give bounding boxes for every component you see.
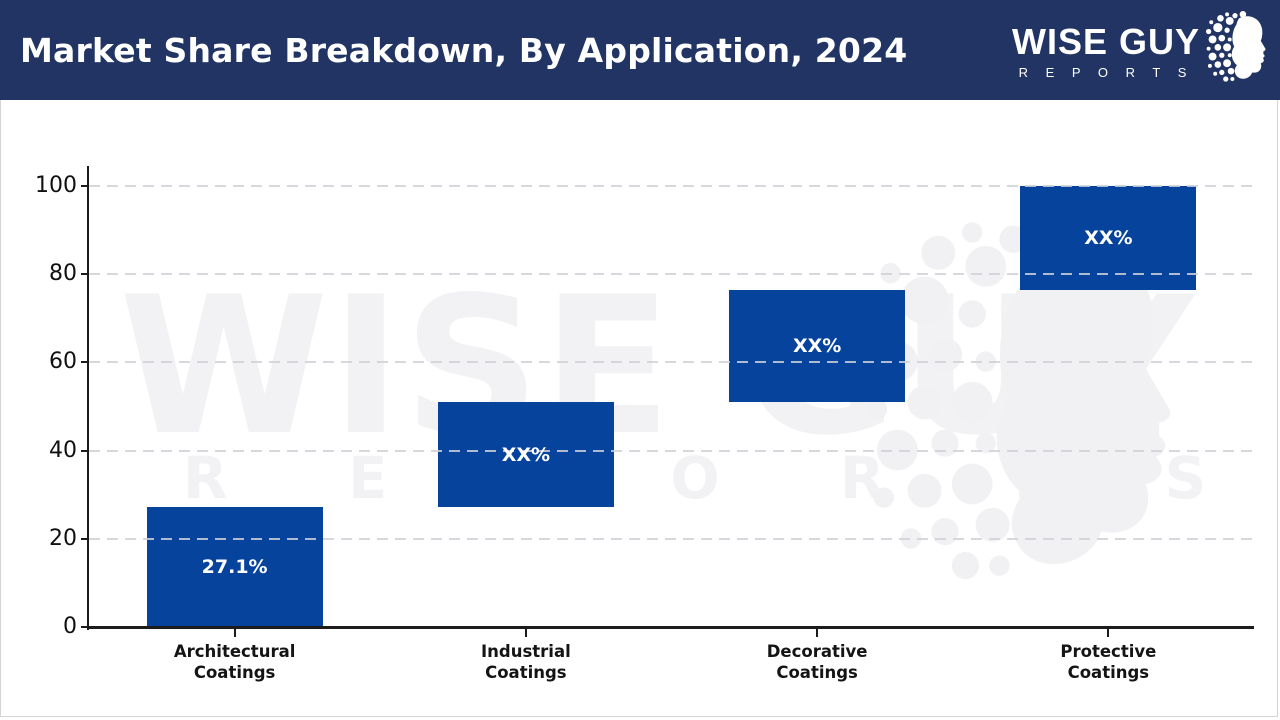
header-bar: Market Share Breakdown, By Application, …: [0, 0, 1280, 100]
y-tick-label: 20: [49, 525, 77, 551]
x-category-line: Industrial: [481, 642, 571, 661]
bar-segment: [437, 402, 614, 508]
bar-value-label: XX%: [792, 335, 842, 358]
brand-subtitle: R E P O R T S: [1018, 64, 1194, 80]
chart-area: WISE GUY R E P O R T S 0 20 40 60 80 100 27.1%…: [0, 100, 1278, 717]
gridline-100: [89, 185, 1254, 187]
x-category-line: Decorative: [766, 642, 868, 661]
x-category-line: Coatings: [776, 663, 858, 682]
y-tick: [81, 449, 89, 452]
head-profile-icon: [1202, 8, 1268, 92]
x-axis: [87, 626, 1254, 629]
x-tick: [524, 629, 527, 637]
x-tick: [816, 629, 819, 637]
x-category-label: Protective Coatings: [998, 641, 1218, 683]
x-tick: [1107, 629, 1110, 637]
x-category-line: Coatings: [485, 663, 567, 682]
x-category-line: Architectural: [173, 642, 296, 661]
x-category-line: Protective: [1060, 642, 1157, 661]
x-category-label: Architectural Coatings: [125, 641, 345, 683]
x-category-label: Industrial Coatings: [416, 641, 636, 683]
x-tick: [233, 629, 236, 637]
page-title: Market Share Breakdown, By Application, …: [20, 30, 908, 70]
y-tick-label: 100: [35, 173, 77, 198]
gridline-80: [89, 273, 1254, 276]
y-tick: [81, 626, 89, 628]
brand-name: WISE GUY: [1011, 20, 1200, 62]
y-tick: [81, 537, 89, 540]
y-tick: [81, 273, 89, 276]
y-tick: [81, 361, 89, 364]
y-tick-label: 40: [49, 437, 77, 463]
brand-wordmark: WISE GUY R E P O R T S: [1012, 21, 1200, 80]
y-tick: [81, 185, 89, 187]
brand-logo: WISE GUY R E P O R T S: [1012, 6, 1268, 94]
y-axis: [87, 166, 89, 630]
bar-value-label: XX%: [501, 443, 551, 466]
y-tick-label: 0: [63, 614, 77, 639]
bar-value-label: 27.1%: [201, 556, 268, 579]
y-tick-label: 60: [49, 349, 77, 375]
y-tick-label: 80: [49, 261, 77, 287]
gridline-40: [89, 449, 1254, 452]
gridline-60: [89, 361, 1254, 364]
bar-value-label: XX%: [1084, 227, 1133, 250]
bar-segment: [146, 507, 323, 627]
gridline-20: [89, 537, 1254, 540]
x-category-line: Coatings: [193, 663, 276, 682]
x-category-line: Coatings: [1067, 663, 1150, 682]
bar-segment: [729, 290, 906, 403]
bar-segment: [1020, 186, 1197, 291]
x-category-label: Decorative Coatings: [707, 641, 927, 683]
